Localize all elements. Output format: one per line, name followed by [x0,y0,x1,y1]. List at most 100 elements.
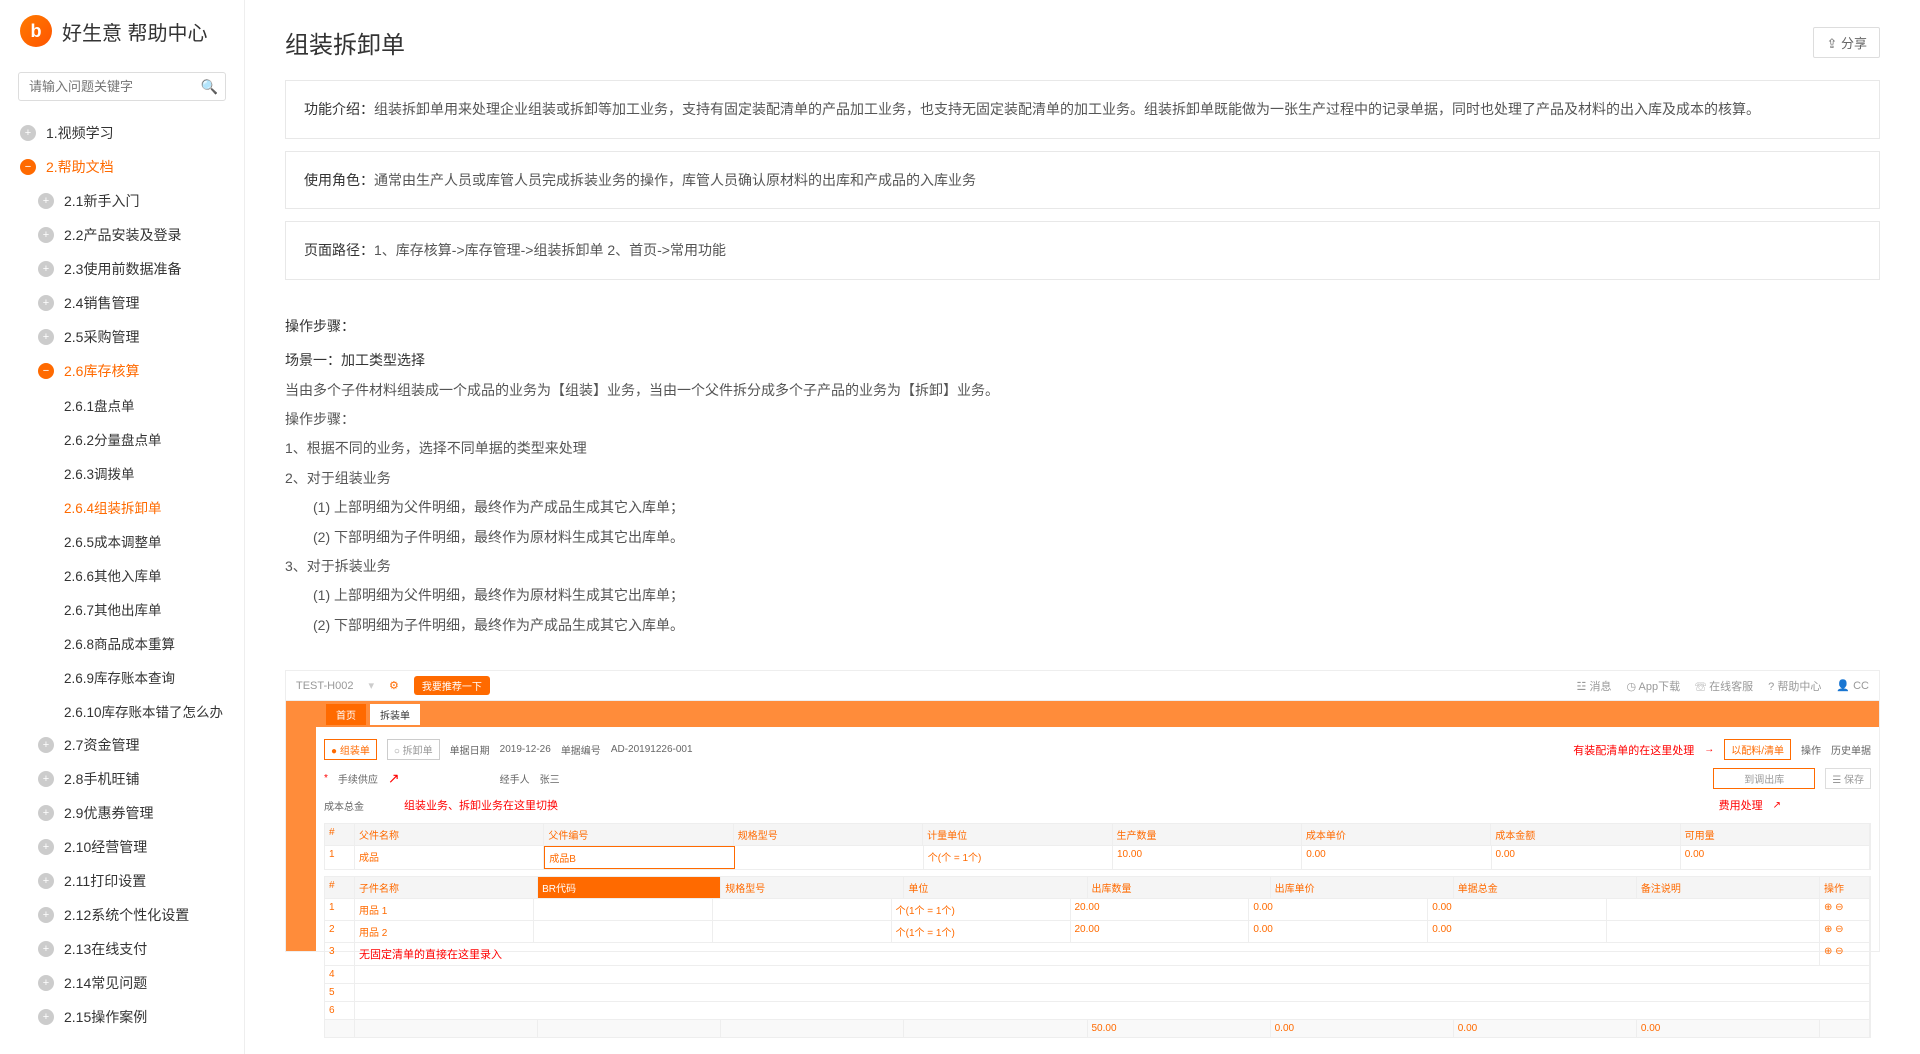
expand-icon: + [38,1009,54,1025]
logo-text: 好生意 帮助中心 [62,17,208,46]
nav-item[interactable]: +2.15操作案例 [0,1000,244,1034]
nav-item[interactable]: +2.3使用前数据准备 [0,252,244,286]
ss-tab-doc: 拆装单 [370,704,420,725]
nav-item[interactable]: 2.6.6其他入库单 [0,558,244,592]
nav-label: 2.6.3调拨单 [64,463,135,483]
nav-item[interactable]: +2.4销售管理 [0,286,244,320]
role-label: 使用角色： [304,172,374,188]
nav-item[interactable]: +2.2产品安装及登录 [0,218,244,252]
nav-item[interactable]: +2.5采购管理 [0,320,244,354]
nav-item[interactable]: +2.7资金管理 [0,728,244,762]
nav-label: 2.2产品安装及登录 [64,225,181,245]
scene-desc: 当由多个子件材料组装成一个成品的业务为【组装】业务，当由一个父件拆分成多个子产品… [285,376,1880,405]
ss-anno-3: 费用处理 [1719,797,1763,813]
expand-icon: + [38,975,54,991]
ss-child-row: 3 无固定清单的直接在这里录入 ⊕ ⊖ [325,942,1870,965]
nav-item[interactable]: +2.1新手入门 [0,184,244,218]
nav-item[interactable]: 2.6.4组装拆卸单 [0,490,244,524]
ss-anno-2: 组装业务、拆卸业务在这里切换 [404,797,558,813]
ss-td: 0.00 [1271,1020,1454,1037]
ss-btn-history: 历史单据 [1831,742,1871,757]
ss-td: 用品 1 [355,899,534,920]
screenshot-inner: TEST-H002 ▾ ⚙ 我要推荐一下 ☳ 消息 ◷ App下载 ☏ 在线客服… [286,671,1879,951]
nav-item[interactable]: −2.帮助文档 [0,150,244,184]
ss-menu-app: ◷ App下载 [1626,678,1680,694]
ss-td [713,921,892,942]
nav-item[interactable]: 2.6.5成本调整单 [0,524,244,558]
step-3b: (2) 下部明细为子件明细，最终作为产成品生成其它入库单。 [285,611,1880,640]
ss-td: 0.00 [1454,1020,1637,1037]
ss-hand-label: 手续供应 [338,771,378,786]
ss-anno-4: 无固定清单的直接在这里录入 [355,943,1820,965]
role-text: 通常由生产人员或库管人员完成拆装业务的操作，库管人员确认原材料的出库和产成品的入… [374,172,976,188]
search-box: 🔍 [18,72,226,101]
ss-row-2: * 手续供应 ↗ 经手人 张三 到调出库 ☰ 保存 [324,764,1871,793]
ss-td: 0.00 [1681,846,1870,869]
nav-label: 2.14常见问题 [64,973,147,993]
ss-menu-msg: ☳ 消息 [1577,678,1612,694]
nav-item[interactable]: −2.6库存核算 [0,354,244,388]
ss-td: 用品 2 [355,921,534,942]
search-icon[interactable]: 🔍 [201,78,218,95]
ss-td: 成品 [355,846,544,869]
ss-td: 20.00 [1071,899,1250,920]
nav-item[interactable]: 2.6.10库存账本错了怎么办 [0,694,244,728]
nav-label: 2.6.7其他出库单 [64,599,162,619]
ss-td: ⊕ ⊖ [1820,921,1870,942]
nav-item[interactable]: +2.9优惠券管理 [0,796,244,830]
expand-icon: + [38,839,54,855]
expand-icon: + [38,261,54,277]
nav-item[interactable]: +2.10经营管理 [0,830,244,864]
step-2: 2、对于组装业务 [285,464,1880,493]
scene-heading: 场景一：加工类型选择 [285,346,1880,375]
ss-child-row: 1 用品 1 个(1个 = 1个) 20.00 0.00 0.00 ⊕ ⊖ [325,898,1870,920]
ss-arrow-3: ↗ [1773,800,1781,811]
nav-item[interactable]: 2.6.7其他出库单 [0,592,244,626]
ss-td [1607,899,1820,920]
ss-sum-row: 50.00 0.00 0.00 0.00 [325,1019,1870,1037]
expand-icon: + [38,295,54,311]
ss-anno-1: 有装配清单的在这里处理 [1573,742,1694,758]
nav-label: 1.视频学习 [46,123,114,143]
ss-child-row: 4 [325,965,1870,983]
nav-item[interactable]: +1.视频学习 [0,116,244,150]
step-3a: (1) 上部明细为父件明细，最终作为原材料生成其它出库单； [285,581,1880,610]
nav-item[interactable]: 2.6.9库存账本查询 [0,660,244,694]
step-2a: (1) 上部明细为父件明细，最终作为产成品生成其它入库单； [285,493,1880,522]
nav-label: 2.3使用前数据准备 [64,259,181,279]
ss-td: 0.00 [1637,1020,1820,1037]
nav-item[interactable]: 2.6.3调拨单 [0,456,244,490]
ss-sep: ▾ [368,679,374,692]
ss-td: 个(1个 = 1个) [892,921,1071,942]
nav-item[interactable]: 2.6.1盘点单 [0,388,244,422]
nav-label: 2.6.4组装拆卸单 [64,497,162,517]
nav-label: 2.1新手入门 [64,191,139,211]
ss-th: 规格型号 [734,824,923,845]
ss-recommend-btn: 我要推荐一下 [414,676,490,695]
search-input[interactable] [18,72,226,101]
ss-th: 操作 [1820,877,1870,898]
nav-item[interactable]: +2.12系统个性化设置 [0,898,244,932]
step-1: 1、根据不同的业务，选择不同单据的类型来处理 [285,434,1880,463]
nav-item[interactable]: +2.13在线支付 [0,932,244,966]
nav-item[interactable]: +2.14常见问题 [0,966,244,1000]
embedded-screenshot: TEST-H002 ▾ ⚙ 我要推荐一下 ☳ 消息 ◷ App下载 ☏ 在线客服… [285,670,1880,952]
ss-th: 成本单价 [1302,824,1491,845]
path-box: 页面路径：1、库存核算->库存管理->组装拆卸单 2、首页->常用功能 [285,221,1880,280]
nav-label: 2.6.1盘点单 [64,395,135,415]
ss-radio-disassemble: ○ 拆卸单 [387,739,440,760]
share-button[interactable]: ⇪ 分享 [1813,27,1880,58]
ss-child-row: 6 [325,1001,1870,1019]
nav-item[interactable]: 2.6.2分量盘点单 [0,422,244,456]
ss-th: 备注说明 [1637,877,1820,898]
ss-parent-table: # 父件名称 父件编号 规格型号 计量单位 生产数量 成本单价 成本金额 可用量… [324,823,1871,870]
nav-label: 2.6.6其他入库单 [64,565,162,585]
ss-td: 个(个 = 1个) [924,846,1113,869]
nav-item[interactable]: 2.6.8商品成本重算 [0,626,244,660]
nav-label: 2.15操作案例 [64,1007,147,1027]
nav-item[interactable]: +2.11打印设置 [0,864,244,898]
nav-item[interactable]: +2.8手机旺铺 [0,762,244,796]
nav-label: 2.11打印设置 [64,871,146,891]
intro-text: 组装拆卸单用来处理企业组装或拆卸等加工业务，支持有固定装配清单的产品加工业务，也… [374,101,1760,117]
ss-topbar: TEST-H002 ▾ ⚙ 我要推荐一下 ☳ 消息 ◷ App下载 ☏ 在线客服… [286,671,1879,701]
